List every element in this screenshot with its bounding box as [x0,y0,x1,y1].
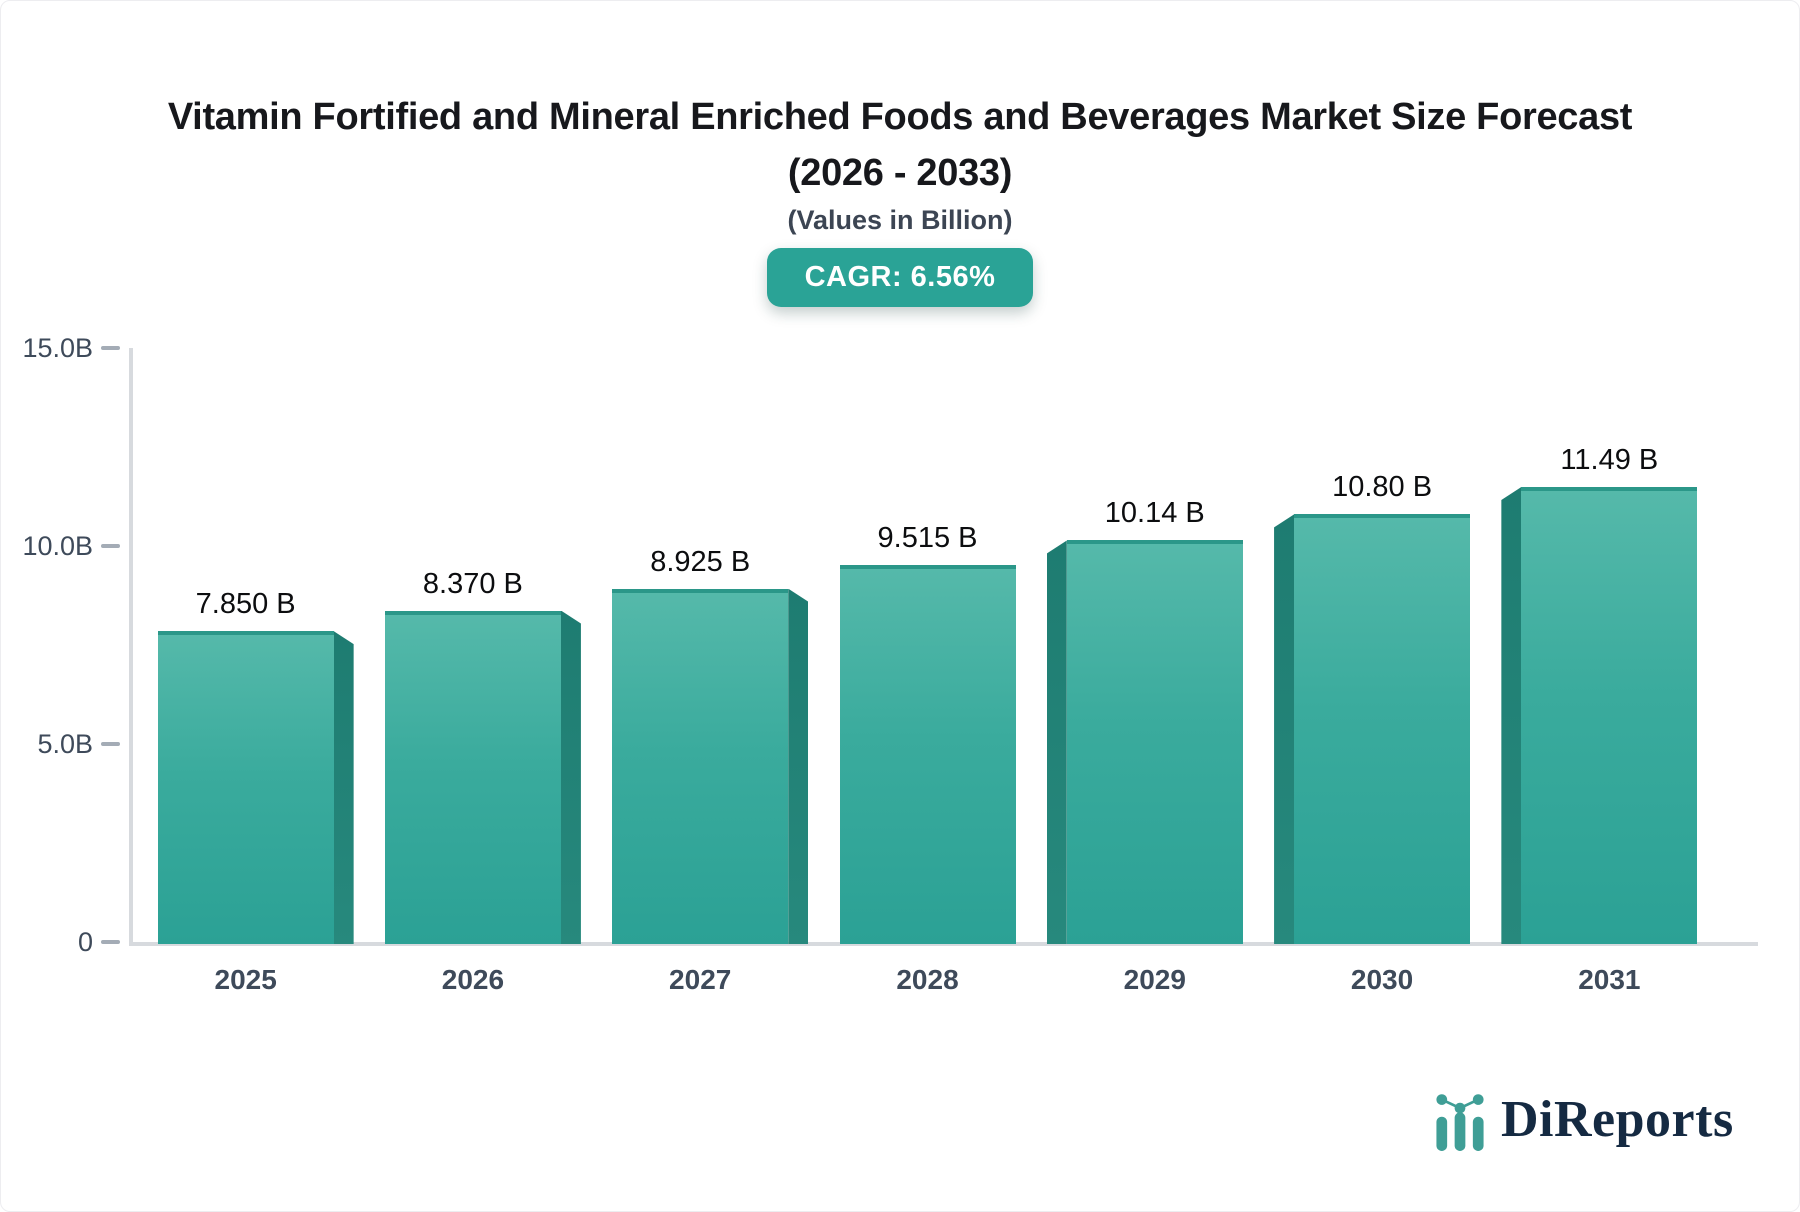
y-axis-tick-label: 15.0B [22,333,93,363]
bar-side-face [560,610,581,944]
bar-side-face [333,631,354,944]
chart-subtitle: (Values in Billion) [787,205,1013,235]
mini-bar-line-chart-icon [1429,1091,1491,1151]
y-axis-tick-label: 10.0B [22,531,93,561]
y-axis-tick [101,742,120,746]
y-axis-tick-label: 5.0B [37,729,93,759]
x-axis-line [129,942,1758,946]
bar-value-label: 8.370 B [422,567,523,600]
bar [384,610,561,944]
bar [157,631,334,944]
bar [1521,486,1698,944]
bar-value-label: 9.515 B [877,522,978,555]
chart-title-line1: Vitamin Fortified and Mineral Enriched F… [167,96,1633,138]
bar [612,588,789,944]
x-axis-label: 2027 [669,964,732,995]
y-axis-tick [101,940,120,944]
bar-value-label: 10.80 B [1332,471,1433,504]
y-axis-line [129,348,133,946]
brand-name: DiReports [1501,1091,1734,1148]
bar-value-label: 11.49 B [1560,443,1659,476]
y-axis-tick [101,544,120,548]
bar-value-label: 10.14 B [1104,497,1205,530]
bar-side-face [788,588,809,944]
chart-title: Vitamin Fortified and Mineral Enriched F… [61,89,1739,201]
bar-side-face [1501,486,1522,944]
cagr-badge: CAGR: 6.56% [766,248,1034,307]
y-axis-tick-label: 0 [77,927,93,957]
x-axis-label: 2025 [214,964,277,995]
bar-value-label: 7.850 B [195,588,296,621]
chart-title-line2: (2026 - 2033) [787,152,1013,194]
bar [1066,540,1243,944]
x-axis-label: 2030 [1350,964,1414,995]
bar-side-face [1046,540,1067,944]
bar-side-face [1274,514,1295,944]
bar [839,565,1016,944]
brand-logo: DiReports [1429,1089,1734,1151]
x-axis-label: 2026 [441,964,505,995]
bar [1294,514,1471,944]
bar-value-label: 8.925 B [650,545,751,578]
chart-header: Vitamin Fortified and Mineral Enriched F… [1,1,1799,307]
x-axis-label: 2031 [1578,964,1641,995]
x-axis-label: 2028 [896,964,959,995]
x-axis-label: 2029 [1123,964,1186,995]
y-axis-tick [101,346,120,350]
